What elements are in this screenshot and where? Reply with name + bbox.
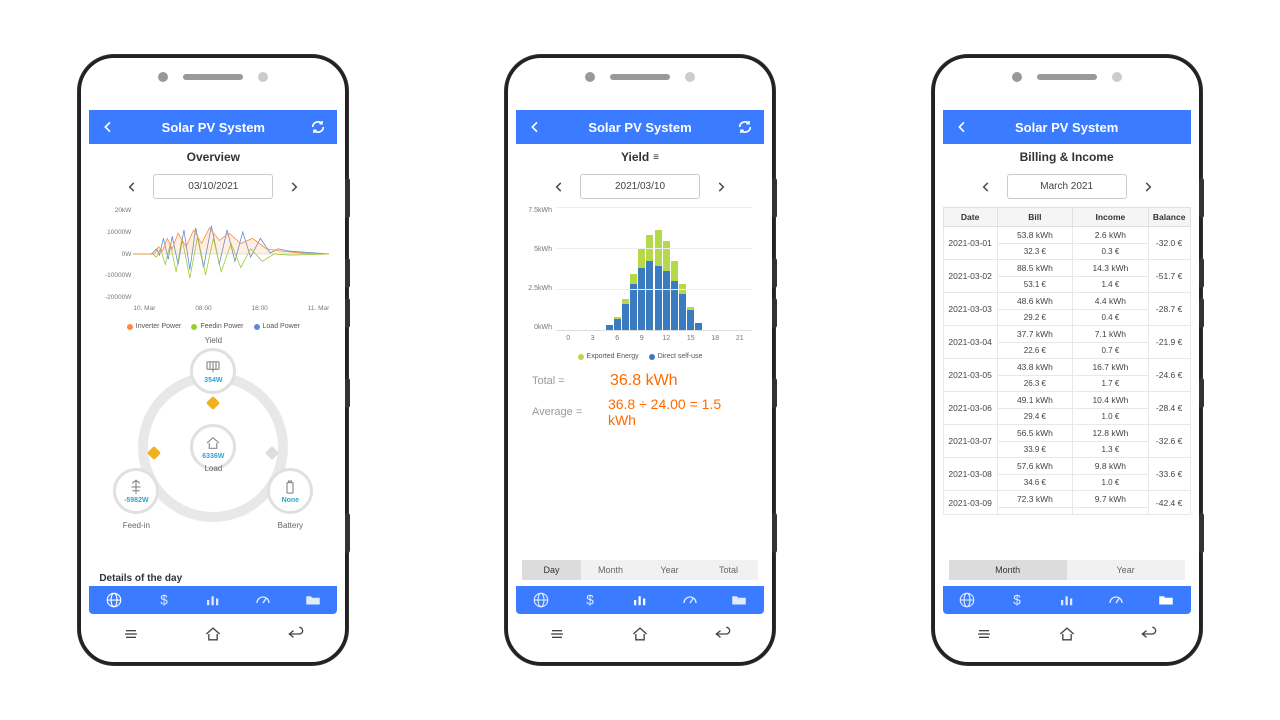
billing-table-scroll[interactable]: DateBillIncomeBalance2021-03-0153.8 kWh2… bbox=[943, 207, 1191, 560]
time-tab-month[interactable]: Month bbox=[949, 560, 1067, 580]
load-label: Load bbox=[183, 464, 243, 473]
feedin-node[interactable]: -5982W bbox=[113, 468, 159, 514]
date-next-icon[interactable] bbox=[714, 180, 728, 194]
phone-yield: Solar PV System Yield ≡ 2021/03/10 7.5kW… bbox=[505, 55, 775, 665]
screen-yield: Solar PV System Yield ≡ 2021/03/10 7.5kW… bbox=[516, 96, 764, 614]
sys-back-icon[interactable] bbox=[286, 624, 306, 649]
details-header: Details of the day bbox=[89, 567, 337, 586]
tab-folder-icon[interactable] bbox=[304, 591, 322, 609]
feedin-label: Feed-in bbox=[106, 521, 166, 530]
refresh-icon[interactable] bbox=[736, 118, 754, 136]
header-title: Solar PV System bbox=[162, 120, 265, 135]
phone-billing: Solar PV System Billing & Income March 2… bbox=[932, 55, 1202, 665]
section-title-yield[interactable]: Yield ≡ bbox=[516, 144, 764, 170]
header-title: Solar PV System bbox=[1015, 120, 1118, 135]
total-value: 36.8 kWh bbox=[610, 372, 678, 390]
sys-back-icon[interactable] bbox=[1139, 624, 1159, 649]
time-tab-year[interactable]: Year bbox=[1067, 560, 1185, 580]
sys-home-icon[interactable] bbox=[1057, 624, 1077, 649]
tab-folder-icon[interactable] bbox=[1157, 591, 1175, 609]
tab-bars-icon[interactable] bbox=[204, 591, 222, 609]
chart-legend: Inverter PowerFeedin PowerLoad Power bbox=[89, 317, 337, 336]
svg-text:$: $ bbox=[587, 593, 595, 608]
bottom-nav: $ bbox=[89, 586, 337, 614]
refresh-icon[interactable] bbox=[309, 118, 327, 136]
svg-text:$: $ bbox=[1013, 593, 1021, 608]
average-row: Average = 36.8 ÷ 24.00 = 1.5 kWh bbox=[516, 390, 764, 428]
tab-gauge-icon[interactable] bbox=[254, 591, 272, 609]
tab-dollar-icon[interactable]: $ bbox=[581, 591, 599, 609]
tab-globe-icon[interactable] bbox=[105, 591, 123, 609]
yield-label: Yield bbox=[183, 336, 243, 345]
date-next-icon[interactable] bbox=[287, 180, 301, 194]
sys-home-icon[interactable] bbox=[630, 624, 650, 649]
header-title: Solar PV System bbox=[588, 120, 691, 135]
tab-folder-icon[interactable] bbox=[730, 591, 748, 609]
system-nav bbox=[89, 620, 337, 652]
screen-billing: Solar PV System Billing & Income March 2… bbox=[943, 96, 1191, 614]
total-row: Total = 36.8 kWh bbox=[516, 366, 764, 390]
average-value: 36.8 ÷ 24.00 = 1.5 kWh bbox=[608, 396, 748, 428]
sys-menu-icon[interactable] bbox=[121, 624, 141, 649]
tab-gauge-icon[interactable] bbox=[681, 591, 699, 609]
chart-legend: Exported EnergyDirect self-use bbox=[516, 347, 764, 366]
tab-gauge-icon[interactable] bbox=[1107, 591, 1125, 609]
phone-overview: Solar PV System Overview 03/10/2021 20kW… bbox=[78, 55, 348, 665]
date-display[interactable]: 2021/03/10 bbox=[580, 174, 700, 199]
svg-text:$: $ bbox=[160, 593, 168, 608]
bottom-nav: $ bbox=[943, 586, 1191, 614]
date-prev-icon[interactable] bbox=[125, 180, 139, 194]
battery-label: Battery bbox=[260, 521, 320, 530]
app-header: Solar PV System bbox=[89, 110, 337, 144]
tab-bars-icon[interactable] bbox=[631, 591, 649, 609]
overview-chart: 20kW10000W0W-10000W-20000W 10. Mar08:001… bbox=[97, 207, 329, 317]
sys-menu-icon[interactable] bbox=[974, 624, 994, 649]
sys-menu-icon[interactable] bbox=[547, 624, 567, 649]
tab-globe-icon[interactable] bbox=[958, 591, 976, 609]
back-icon[interactable] bbox=[99, 118, 117, 136]
date-prev-icon[interactable] bbox=[552, 180, 566, 194]
time-range-tabs: MonthYear bbox=[943, 554, 1191, 586]
back-icon[interactable] bbox=[953, 118, 971, 136]
tab-bars-icon[interactable] bbox=[1058, 591, 1076, 609]
section-title-billing: Billing & Income bbox=[943, 144, 1191, 170]
battery-node[interactable]: None bbox=[267, 468, 313, 514]
menu-lines-icon: ≡ bbox=[653, 152, 659, 163]
section-title-overview: Overview bbox=[89, 144, 337, 170]
time-tab-year[interactable]: Year bbox=[640, 560, 699, 580]
time-tab-total[interactable]: Total bbox=[699, 560, 758, 580]
date-prev-icon[interactable] bbox=[979, 180, 993, 194]
time-tab-day[interactable]: Day bbox=[522, 560, 581, 580]
date-display[interactable]: March 2021 bbox=[1007, 174, 1127, 199]
time-tab-month[interactable]: Month bbox=[581, 560, 640, 580]
yield-node[interactable]: 354W bbox=[190, 348, 236, 394]
bottom-nav: $ bbox=[516, 586, 764, 614]
tab-dollar-icon[interactable]: $ bbox=[155, 591, 173, 609]
date-navigator: 03/10/2021 bbox=[89, 170, 337, 207]
energy-flow-diagram: Yield 354W 6336W Load -5982W Feed-in bbox=[89, 340, 337, 540]
date-next-icon[interactable] bbox=[1141, 180, 1155, 194]
time-range-tabs: DayMonthYearTotal bbox=[516, 554, 764, 586]
tab-dollar-icon[interactable]: $ bbox=[1008, 591, 1026, 609]
back-icon[interactable] bbox=[526, 118, 544, 136]
sys-home-icon[interactable] bbox=[203, 624, 223, 649]
screen-overview: Solar PV System Overview 03/10/2021 20kW… bbox=[89, 96, 337, 614]
date-display[interactable]: 03/10/2021 bbox=[153, 174, 273, 199]
sys-back-icon[interactable] bbox=[713, 624, 733, 649]
billing-table: DateBillIncomeBalance2021-03-0153.8 kWh2… bbox=[943, 207, 1191, 515]
yield-chart: 7.5kWh5kWh2.5kWh0kWh 036912151821 bbox=[524, 207, 756, 347]
tab-globe-icon[interactable] bbox=[532, 591, 550, 609]
